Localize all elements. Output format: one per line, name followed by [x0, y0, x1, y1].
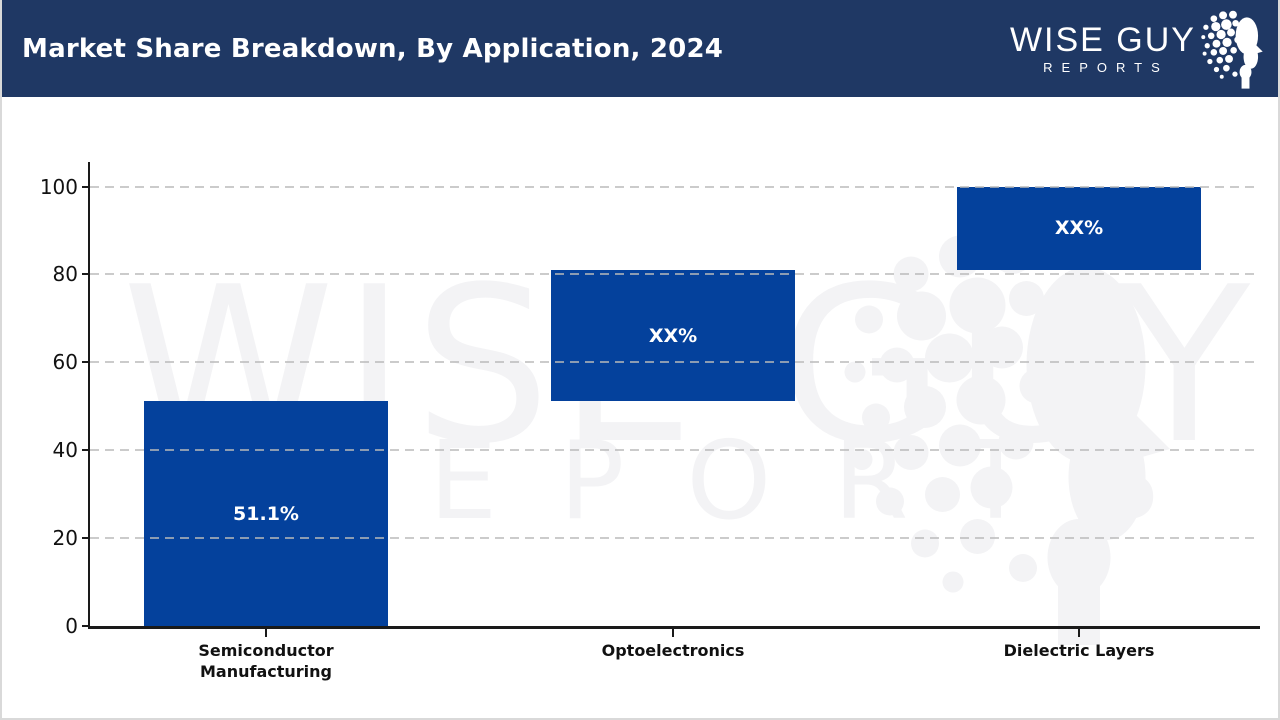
y-tick-100 — [82, 185, 90, 188]
y-axis-line — [88, 162, 90, 629]
gridline-y20 — [90, 537, 1258, 540]
category-label: Dielectric Layers — [1003, 641, 1155, 660]
wise-guy-reports-logo: WISE GUY REPORTS — [1010, 7, 1264, 91]
y-tick-label-60: 60 — [52, 350, 78, 375]
y-tick-40 — [82, 449, 90, 452]
header-bar: Market Share Breakdown, By Application, … — [2, 0, 1278, 97]
logo-wiseguy-label: WISE GUY — [1009, 21, 1196, 59]
y-tick-20 — [82, 537, 90, 540]
x-tick-2 — [672, 629, 674, 637]
y-tick-label-80: 80 — [52, 262, 78, 287]
gridline-y60 — [90, 361, 1258, 364]
bar-value-label: XX% — [1054, 217, 1104, 240]
x-tick-3 — [1078, 629, 1080, 637]
gridline-y100 — [90, 185, 1258, 188]
y-tick-label-0: 0 — [65, 614, 78, 638]
bar-value-label: XX% — [648, 324, 698, 347]
x-tick-1 — [265, 629, 267, 637]
y-tick-60 — [82, 361, 90, 364]
y-tick-80 — [82, 273, 90, 276]
bar-segment — [551, 269, 795, 402]
y-tick-label-20: 20 — [52, 526, 78, 551]
logo-text: WISE GUY REPORTS — [1010, 23, 1196, 74]
category-label: Optoelectronics — [601, 641, 745, 660]
x-axis-line — [88, 626, 1260, 629]
logo-head-dots-icon — [1201, 10, 1263, 89]
bar-segment — [144, 401, 388, 626]
y-tick-label-40: 40 — [52, 438, 78, 463]
y-tick-0 — [82, 625, 90, 627]
bar-value-label: 51.1% — [233, 502, 299, 525]
chart-title: Market Share Breakdown, By Application, … — [22, 33, 724, 64]
gridline-y80 — [90, 273, 1258, 276]
gridline-y40 — [90, 449, 1258, 452]
y-tick-label-100: 100 — [39, 174, 78, 199]
logo-reports-label: REPORTS — [1043, 60, 1169, 75]
category-label: Semiconductor Manufacturing — [198, 641, 334, 681]
